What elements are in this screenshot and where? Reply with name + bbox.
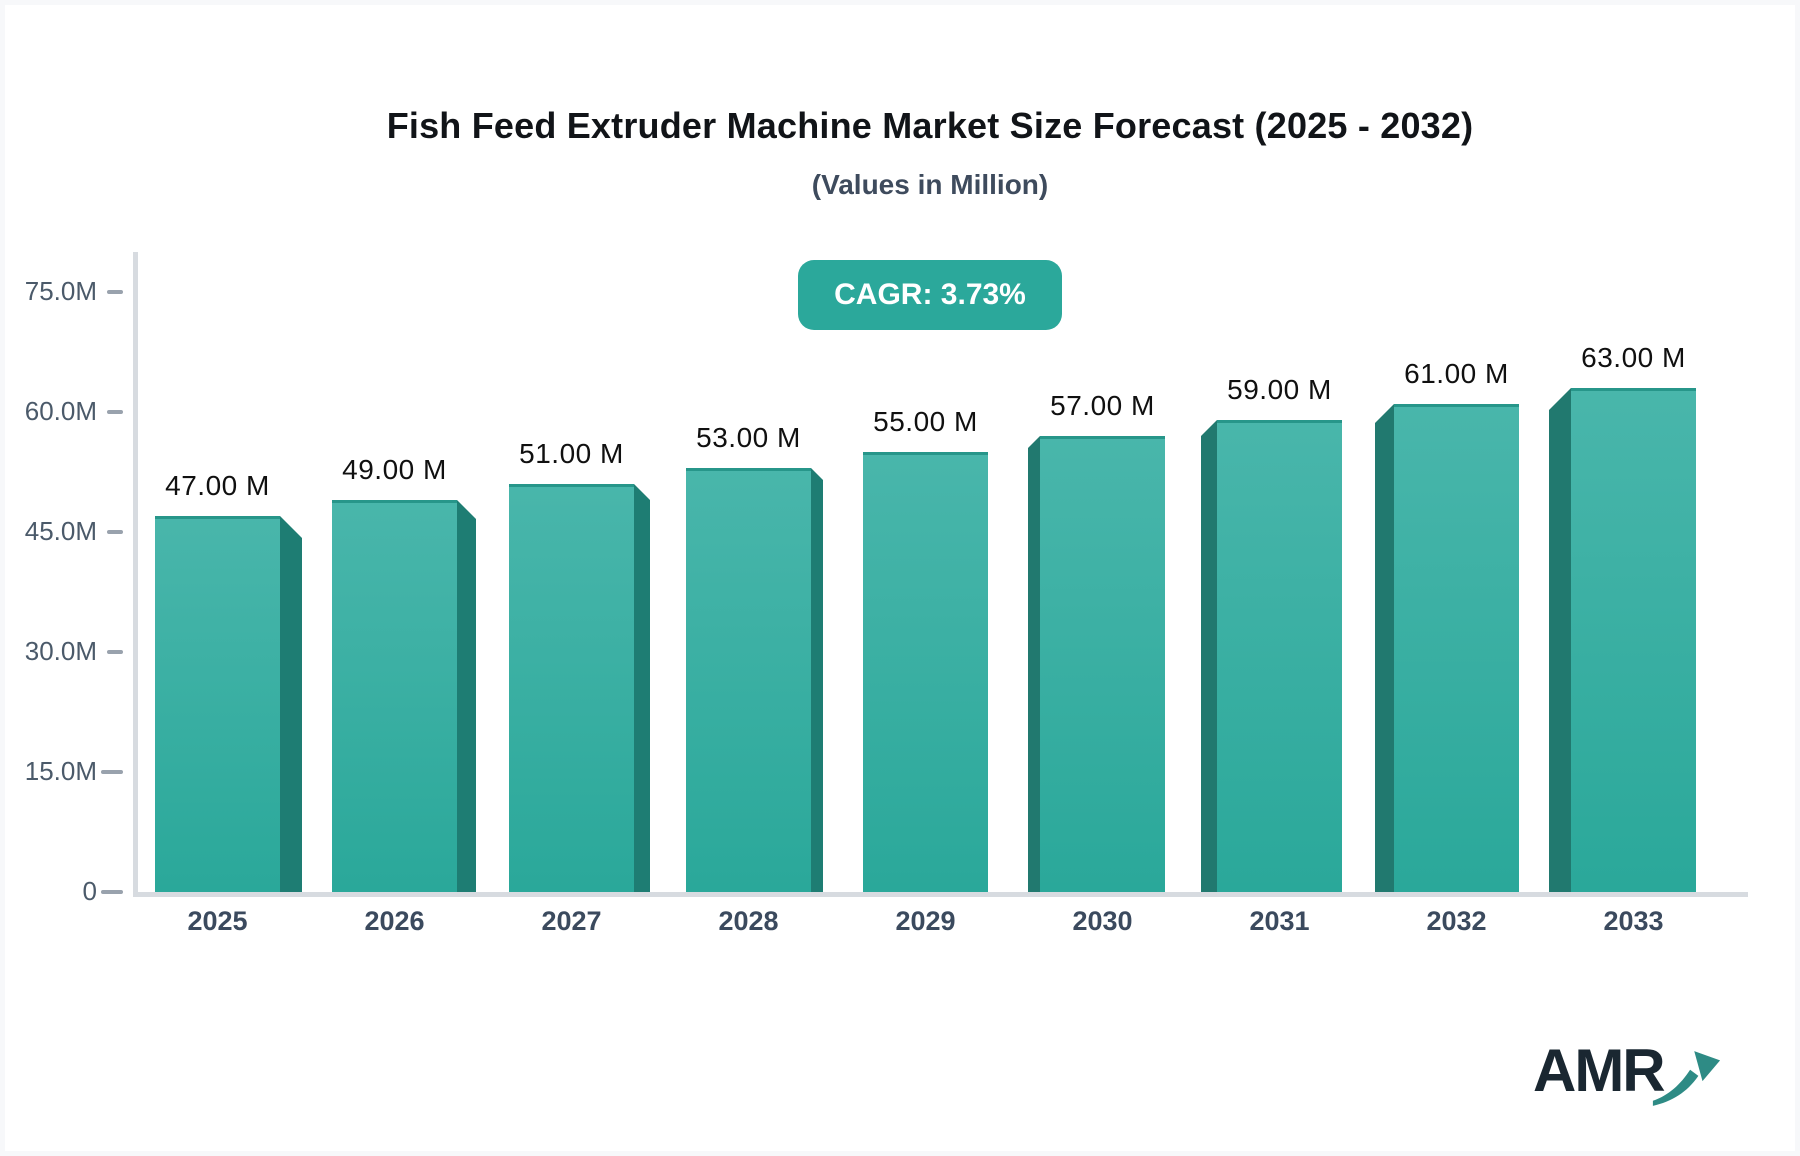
bar-value-label: 55.00 M: [873, 406, 978, 437]
bar-value-label: 59.00 M: [1227, 374, 1332, 405]
bar-2032: [1394, 404, 1519, 892]
bar-side-face: [634, 484, 650, 892]
bar-2030: [1040, 436, 1165, 892]
y-tick-dash: [101, 890, 123, 894]
x-axis-year-label: 2031: [1249, 906, 1310, 936]
bars-canvas: [155, 388, 1696, 892]
bar-side-face: [1201, 420, 1217, 892]
x-axis-year-label: 2032: [1426, 906, 1487, 936]
cagr-badge: CAGR: 3.73%: [798, 260, 1062, 330]
bar-top-edge: [1571, 388, 1696, 391]
x-axis-year-label: 2025: [187, 906, 248, 936]
bar-side-face: [1549, 388, 1571, 892]
x-axis-year-label: 2030: [1072, 906, 1133, 936]
bar-side-face: [457, 500, 476, 892]
bar-value-label: 63.00 M: [1581, 342, 1686, 373]
y-tick-dash: [107, 290, 123, 294]
bar-side-face: [280, 516, 302, 892]
x-axis-year-label: 2026: [364, 906, 425, 936]
y-tick-dash: [107, 410, 123, 414]
x-axis-year-label: 2033: [1603, 906, 1664, 936]
bar-2025: [155, 516, 280, 892]
bar-2029: [863, 452, 988, 892]
bar-2028: [686, 468, 811, 892]
bar-value-label: 47.00 M: [165, 470, 270, 501]
bar-top-edge: [1217, 420, 1342, 423]
bar-value-label: 49.00 M: [342, 454, 447, 485]
x-axis-year-label: 2028: [718, 906, 779, 936]
x-axis-line: [133, 892, 1748, 897]
bar-value-label: 61.00 M: [1404, 358, 1509, 389]
x-axis-year-label: 2029: [895, 906, 956, 936]
bar-2031: [1217, 420, 1342, 892]
bar-side-face: [1375, 404, 1394, 892]
bar-top-edge: [1394, 404, 1519, 407]
y-tick-label: 15.0M: [24, 756, 97, 786]
bar-chart-plot: 0 15.0M 30.0M 45.0M 60.0M 75.0M 47.00 M 2025 49.…: [5, 5, 1795, 1151]
bar-top-edge: [863, 452, 988, 455]
growth-arrow-icon: [1652, 1051, 1720, 1106]
logo-text: AMR: [1533, 1037, 1666, 1104]
bar-value-label: 53.00 M: [696, 422, 801, 453]
bar-2026: [332, 500, 457, 892]
x-axis-year-label: 2027: [541, 906, 602, 936]
bar-side-face: [811, 468, 823, 892]
y-tick-dash: [107, 650, 123, 654]
bar-top-edge: [1040, 436, 1165, 439]
y-axis-line: [133, 252, 138, 897]
chart-subtitle: (Values in Million): [811, 169, 1049, 200]
bar-top-edge: [155, 516, 280, 519]
bar-2033: [1571, 388, 1696, 892]
y-tick-label: 75.0M: [24, 276, 97, 306]
bar-top-edge: [509, 484, 634, 487]
bar-value-label: 51.00 M: [519, 438, 624, 469]
chart-card: Fish Feed Extruder Machine Market Size F…: [5, 5, 1795, 1151]
bar-2027: [509, 484, 634, 892]
y-tick-label: 30.0M: [24, 636, 97, 666]
y-tick-label: 60.0M: [24, 396, 97, 426]
bar-value-label: 57.00 M: [1050, 390, 1155, 421]
y-tick-dash: [107, 530, 123, 534]
bar-top-edge: [332, 500, 457, 503]
bar-side-face: [1028, 436, 1040, 892]
chart-title: Fish Feed Extruder Machine Market Size F…: [386, 105, 1474, 146]
amr-logo: AMR: [1533, 1033, 1724, 1117]
y-tick-label: 45.0M: [24, 516, 97, 546]
y-tick-dash: [101, 770, 123, 774]
cagr-badge-row: CAGR: 3.73%: [115, 260, 1745, 330]
y-tick-label: 0: [82, 876, 97, 906]
bar-top-edge: [686, 468, 811, 471]
